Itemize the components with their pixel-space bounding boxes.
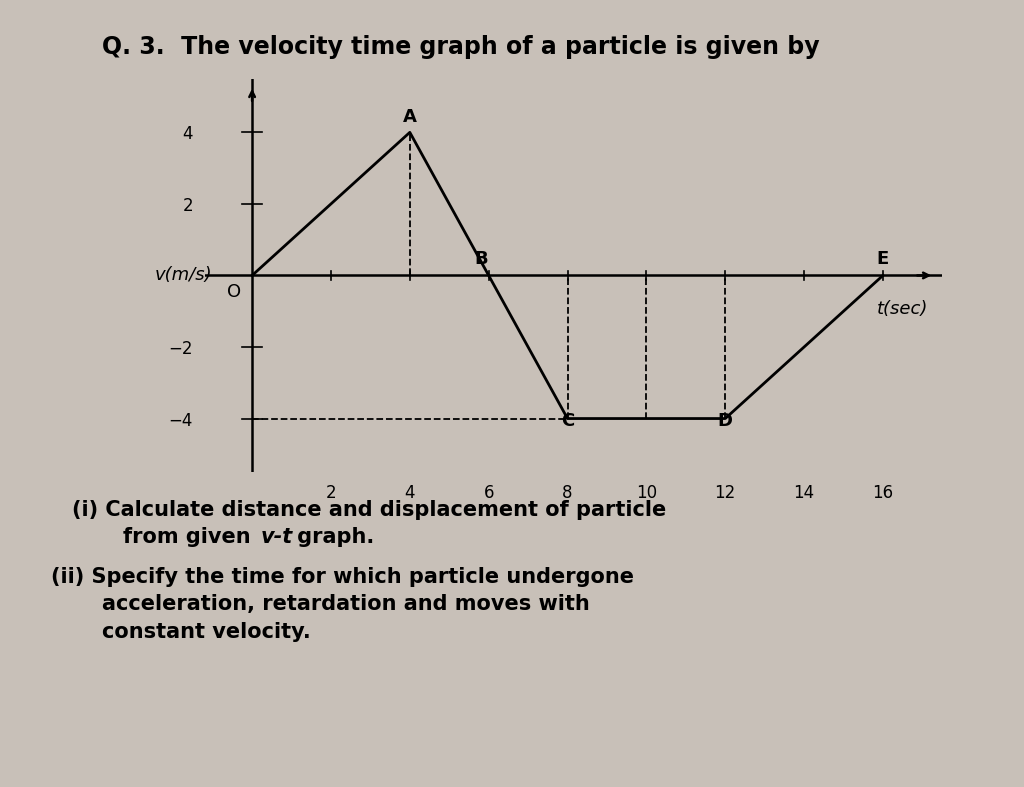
Text: constant velocity.: constant velocity. [102,622,311,641]
Text: O: O [227,283,242,301]
Text: C: C [561,412,574,430]
Text: D: D [718,412,733,430]
Text: t(sec): t(sec) [877,301,929,319]
Text: B: B [474,249,487,268]
Text: A: A [402,108,417,126]
Text: Q. 3.  The velocity time graph of a particle is given by: Q. 3. The velocity time graph of a parti… [102,35,820,59]
Text: v-t: v-t [261,527,293,547]
Text: acceleration, retardation and moves with: acceleration, retardation and moves with [102,594,590,614]
Text: graph.: graph. [290,527,374,547]
Text: (i) Calculate distance and displacement of particle: (i) Calculate distance and displacement … [72,500,666,519]
Text: E: E [877,249,889,268]
Text: v(m/s): v(m/s) [155,267,213,284]
Text: (ii) Specify the time for which particle undergone: (ii) Specify the time for which particle… [51,567,634,586]
Text: from given: from given [123,527,258,547]
